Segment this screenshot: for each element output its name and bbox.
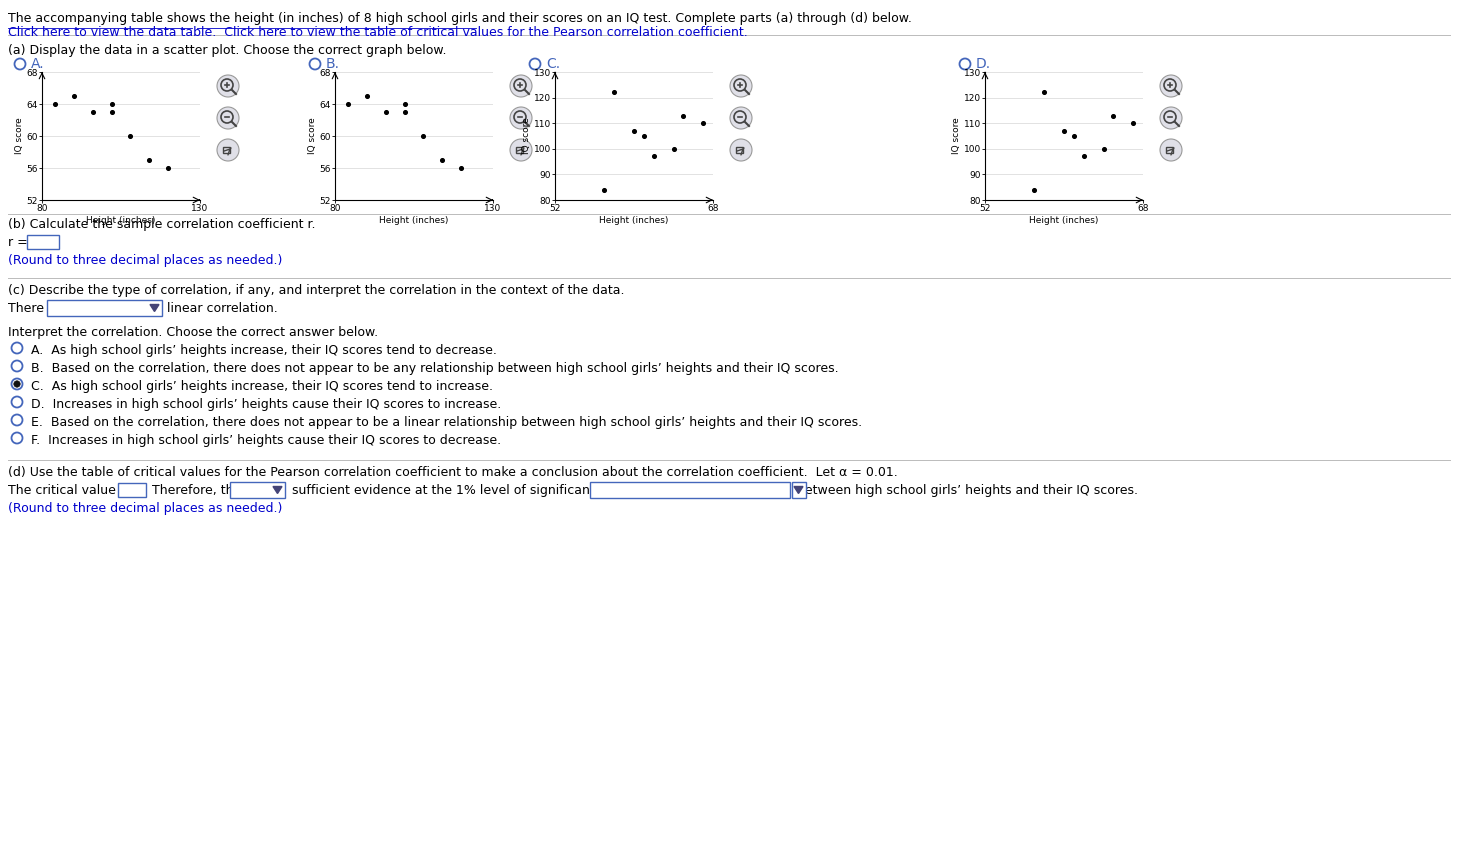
Bar [28, 235, 58, 249]
Text: Therefore, there: Therefore, there [152, 484, 254, 497]
Text: The critical value is: The critical value is [7, 484, 130, 497]
Y-axis label: IQ score: IQ score [951, 118, 961, 155]
Point [61, 89, 85, 103]
X-axis label: Height (inches): Height (inches) [379, 216, 449, 225]
Point [42, 97, 66, 110]
Point [1091, 142, 1115, 155]
Point [1102, 109, 1125, 122]
Text: sufficient evidence at the 1% level of significance to conclude that: sufficient evidence at the 1% level of s… [292, 484, 711, 497]
Text: (a) Display the data in a scatter plot. Choose the correct graph below.: (a) Display the data in a scatter plot. … [7, 44, 446, 57]
Point [99, 105, 123, 119]
Text: (b) Calculate the sample correlation coefficient r.: (b) Calculate the sample correlation coe… [7, 218, 315, 231]
Point [411, 129, 435, 143]
Circle shape [1160, 139, 1182, 161]
Text: There is: There is [7, 302, 58, 315]
Circle shape [217, 139, 239, 161]
Point [374, 105, 397, 119]
Circle shape [511, 107, 533, 129]
Bar [516, 147, 522, 153]
Point [623, 124, 646, 138]
Bar [223, 147, 231, 153]
X-axis label: Height (inches): Height (inches) [86, 216, 156, 225]
Point [632, 129, 655, 143]
Point [662, 142, 686, 155]
Text: D.: D. [976, 57, 991, 71]
Bar [792, 482, 805, 498]
Point [355, 89, 378, 103]
Bar [47, 300, 162, 316]
Circle shape [730, 107, 751, 129]
Circle shape [511, 139, 533, 161]
Point [671, 109, 694, 122]
Text: The accompanying table shows the height (in inches) of 8 high school girls and t: The accompanying table shows the height … [7, 12, 912, 25]
Point [1033, 86, 1056, 99]
Bar [1166, 147, 1173, 153]
Text: (c) Describe the type of correlation, if any, and interpret the correlation in t: (c) Describe the type of correlation, if… [7, 284, 624, 297]
Text: F.  Increases in high school girls’ heights cause their IQ scores to decrease.: F. Increases in high school girls’ heigh… [31, 434, 500, 447]
Text: (d) Use the table of critical values for the Pearson correlation coefficient to : (d) Use the table of critical values for… [7, 466, 897, 479]
Point [1122, 116, 1145, 130]
X-axis label: Height (inches): Height (inches) [1029, 216, 1099, 225]
X-axis label: Height (inches): Height (inches) [600, 216, 668, 225]
Polygon shape [150, 305, 159, 312]
Text: B.  Based on the correlation, there does not appear to be any relationship betwe: B. Based on the correlation, there does … [31, 362, 839, 375]
Point [392, 105, 416, 119]
Text: (Round to three decimal places as needed.): (Round to three decimal places as needed… [7, 254, 283, 267]
Text: between high school girls’ heights and their IQ scores.: between high school girls’ heights and t… [797, 484, 1138, 497]
Text: (Round to three decimal places as needed.): (Round to three decimal places as needed… [7, 502, 283, 515]
Point [592, 183, 616, 197]
Text: B.: B. [325, 57, 340, 71]
Bar [231, 482, 285, 498]
Text: r =: r = [7, 236, 28, 249]
Circle shape [1160, 107, 1182, 129]
Text: A.  As high school girls’ heights increase, their IQ scores tend to decrease.: A. As high school girls’ heights increas… [31, 344, 498, 357]
Circle shape [730, 75, 751, 97]
Text: Click here to view the data table.  Click here to view the table of critical val: Click here to view the data table. Click… [7, 26, 748, 39]
Text: A.: A. [31, 57, 45, 71]
Point [430, 153, 454, 166]
Y-axis label: IQ score: IQ score [15, 118, 23, 155]
Text: C.: C. [546, 57, 560, 71]
Y-axis label: IQ score: IQ score [522, 118, 531, 155]
Bar [735, 147, 743, 153]
Point [1062, 129, 1085, 143]
Polygon shape [794, 486, 802, 493]
Text: Interpret the correlation. Choose the correct answer below.: Interpret the correlation. Choose the co… [7, 326, 378, 339]
Circle shape [511, 75, 533, 97]
Y-axis label: IQ score: IQ score [308, 118, 317, 155]
Circle shape [730, 139, 751, 161]
Circle shape [217, 75, 239, 97]
Polygon shape [273, 486, 282, 493]
Point [336, 97, 359, 110]
Point [118, 129, 142, 143]
Text: E.  Based on the correlation, there does not appear to be a linear relationship : E. Based on the correlation, there does … [31, 416, 862, 429]
Bar [589, 482, 789, 498]
Point [156, 161, 179, 175]
Point [99, 97, 123, 110]
Point [1052, 124, 1075, 138]
Circle shape [13, 381, 20, 387]
Circle shape [217, 107, 239, 129]
Text: D.  Increases in high school girls’ heights cause their IQ scores to increase.: D. Increases in high school girls’ heigh… [31, 398, 502, 411]
Point [449, 161, 473, 175]
Point [137, 153, 160, 166]
Text: linear correlation.: linear correlation. [166, 302, 277, 315]
Point [692, 116, 715, 130]
Point [642, 149, 665, 163]
Point [80, 105, 104, 119]
Point [1072, 149, 1096, 163]
Bar [118, 483, 146, 497]
Circle shape [1160, 75, 1182, 97]
Point [603, 86, 626, 99]
Point [392, 97, 416, 110]
Point [1023, 183, 1046, 197]
Text: C.  As high school girls’ heights increase, their IQ scores tend to increase.: C. As high school girls’ heights increas… [31, 380, 493, 393]
